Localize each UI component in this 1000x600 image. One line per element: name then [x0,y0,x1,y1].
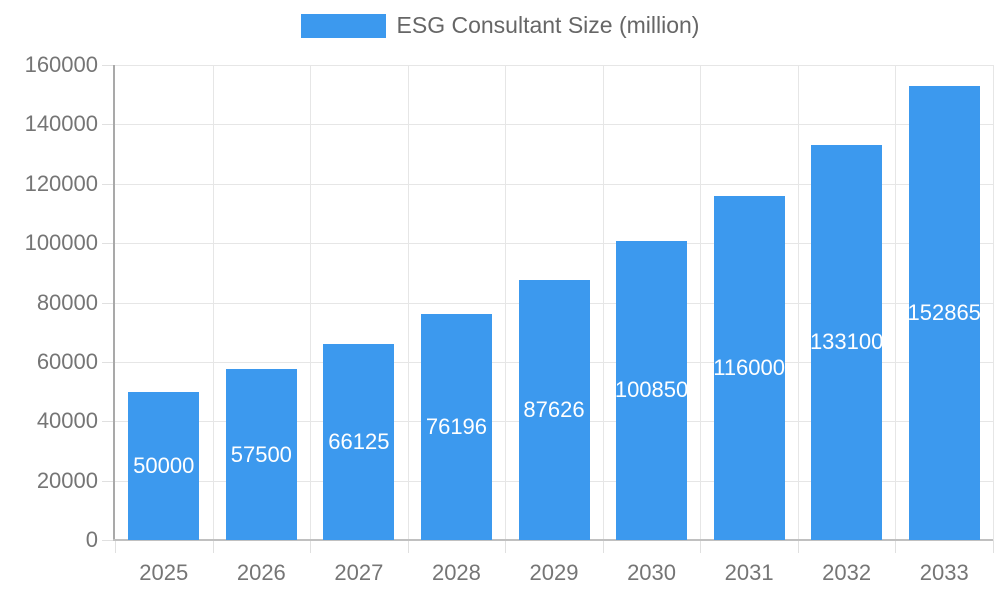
legend-label: ESG Consultant Size (million) [396,12,700,38]
bar-value-label: 76196 [425,413,488,439]
x-axis-tick [310,540,312,553]
y-axis-tick-label: 140000 [24,111,98,137]
y-axis-tick-label: 60000 [36,348,98,374]
x-axis-tick-label: 2031 [724,560,774,585]
y-axis-line [113,65,115,540]
y-axis-tick-label: 100000 [24,230,98,256]
bar: 133100 [809,144,884,540]
x-axis-tick-label: 2029 [529,560,579,585]
gridline-horizontal [115,65,993,66]
y-axis-tick [102,183,115,185]
bar: 100850 [614,240,689,540]
bar: 152865 [907,86,981,540]
bar: 66125 [323,343,395,540]
bar-value-label: 100850 [614,377,689,403]
gridline-vertical [602,65,604,540]
bar: 50000 [128,391,200,540]
gridline-vertical [505,65,507,540]
bar: 76196 [420,313,492,540]
gridline-vertical [310,65,312,540]
y-axis-tick [102,361,115,363]
x-axis-tick-label: 2033 [919,560,969,585]
bar-value-label: 87626 [523,396,585,422]
y-axis-tick-label: 160000 [24,52,98,77]
gridline-horizontal [115,124,993,126]
x-axis-tick [700,540,702,553]
x-axis-tick [895,540,897,553]
legend: ESG Consultant Size (million) [0,12,1000,39]
x-axis-tick [993,540,994,553]
y-axis-tick-label: 40000 [36,408,98,434]
gridline-vertical [797,65,799,540]
y-axis-tick-label: 120000 [24,170,98,196]
bar-value-label: 116000 [713,354,785,380]
x-axis-tick [505,540,507,553]
x-axis-tick-label: 2028 [431,560,481,585]
bar-value-label: 50000 [133,452,195,478]
x-axis-tick-label: 2030 [627,560,677,585]
gridline-vertical [212,65,214,540]
y-axis-tick [102,124,115,126]
bar-value-label: 152865 [907,300,981,326]
bar-value-label: 133100 [809,329,884,355]
bar: 116000 [713,195,785,540]
y-axis-tick [102,480,115,482]
gridline-vertical [895,65,897,540]
x-axis-tick [407,540,409,553]
y-axis-tick-label: 80000 [36,289,98,315]
y-axis-tick-label: 0 [85,527,98,552]
x-axis-tick [602,540,604,553]
x-axis-line [113,539,993,541]
gridline-vertical [407,65,409,540]
y-axis-tick [102,302,115,304]
y-axis-tick [102,421,115,423]
gridline-vertical [700,65,702,540]
bar-value-label: 66125 [328,428,390,454]
x-axis-tick [797,540,799,553]
gridline-horizontal [115,243,993,245]
bar: 87626 [518,279,590,540]
x-axis-tick-label: 2027 [334,560,384,585]
y-axis-tick-label: 20000 [36,467,98,493]
x-axis-tick-label: 2025 [139,560,189,585]
legend-item[interactable]: ESG Consultant Size (million) [300,12,700,39]
x-axis-tick [212,540,214,553]
y-axis-tick [102,243,115,245]
bar-value-label: 57500 [230,441,292,467]
legend-swatch [300,13,386,38]
x-axis-tick [115,540,116,553]
bar: 57500 [225,369,297,540]
gridline-horizontal [115,183,993,185]
x-axis-tick-label: 2026 [236,560,286,585]
gridline-vertical [993,65,994,540]
y-axis-tick [102,540,115,541]
x-axis-tick-label: 2032 [822,560,872,585]
y-axis-tick [102,65,115,66]
